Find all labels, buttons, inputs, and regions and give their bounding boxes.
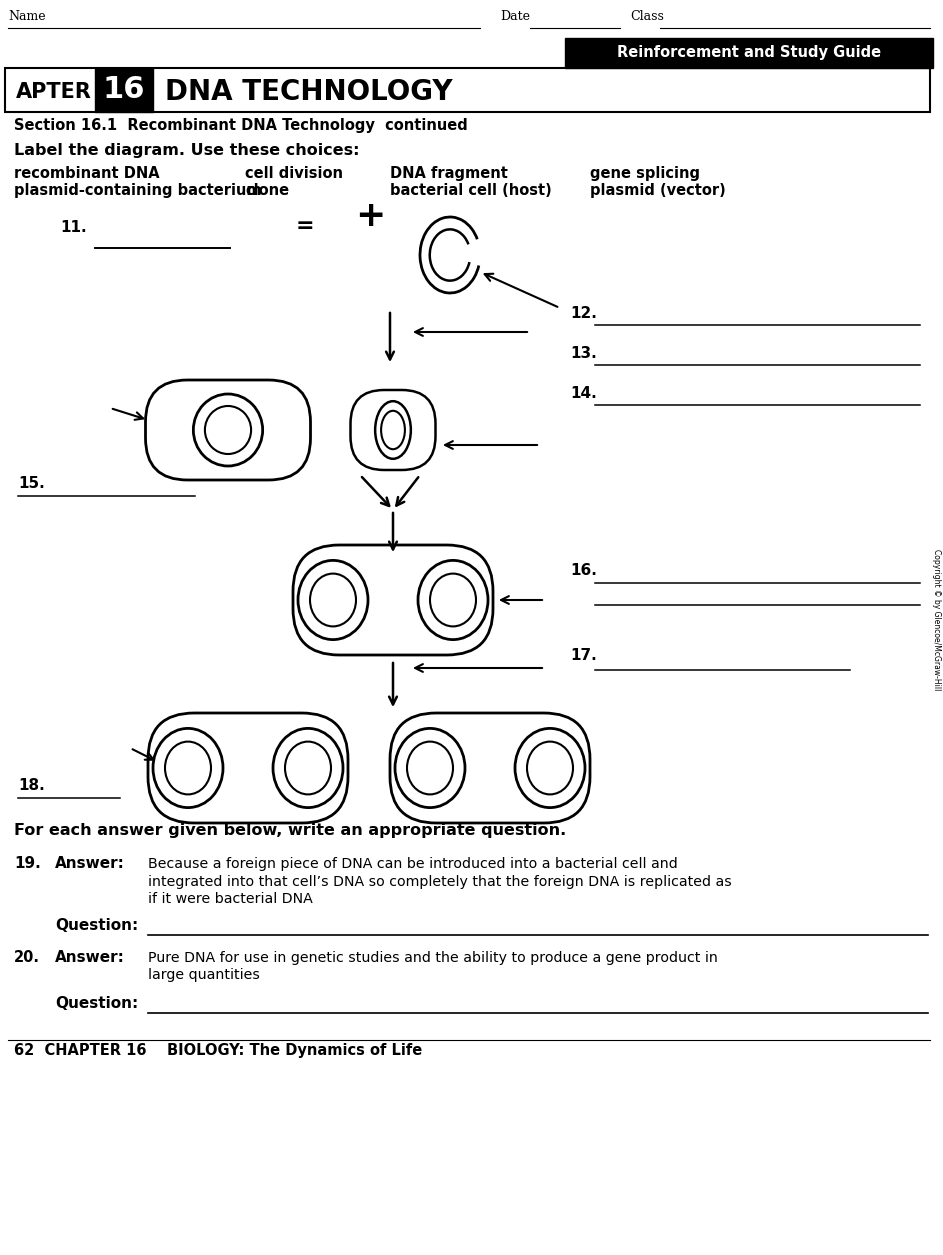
Text: Answer:: Answer: <box>55 856 124 871</box>
Ellipse shape <box>430 574 476 626</box>
Text: 62  CHAPTER 16    BIOLOGY: The Dynamics of Life: 62 CHAPTER 16 BIOLOGY: The Dynamics of L… <box>14 1043 422 1058</box>
Text: cell division: cell division <box>245 166 343 181</box>
Text: gene splicing: gene splicing <box>590 166 700 181</box>
FancyBboxPatch shape <box>148 713 348 823</box>
Ellipse shape <box>418 561 488 640</box>
Text: Section 16.1  Recombinant DNA Technology  continued: Section 16.1 Recombinant DNA Technology … <box>14 118 468 133</box>
Text: Because a foreign piece of DNA can be introduced into a bacterial cell and: Because a foreign piece of DNA can be in… <box>148 857 678 871</box>
FancyBboxPatch shape <box>390 713 590 823</box>
Ellipse shape <box>165 742 211 794</box>
Text: clone: clone <box>245 183 290 198</box>
Ellipse shape <box>153 728 223 808</box>
Text: 11.: 11. <box>60 220 87 235</box>
Text: recombinant DNA: recombinant DNA <box>14 166 159 181</box>
Ellipse shape <box>381 410 405 449</box>
FancyBboxPatch shape <box>145 380 310 479</box>
Text: 15.: 15. <box>18 476 44 491</box>
Text: plasmid (vector): plasmid (vector) <box>590 183 726 198</box>
Ellipse shape <box>205 407 251 454</box>
Text: 16: 16 <box>103 75 145 104</box>
Text: integrated into that cell’s DNA so completely that the foreign DNA is replicated: integrated into that cell’s DNA so compl… <box>148 875 732 889</box>
Text: For each answer given below, write an appropriate question.: For each answer given below, write an ap… <box>14 823 566 838</box>
Ellipse shape <box>285 742 331 794</box>
Text: Copyright © by Glencoe/McGraw-Hill: Copyright © by Glencoe/McGraw-Hill <box>932 550 940 690</box>
FancyBboxPatch shape <box>351 390 436 471</box>
Text: Pure DNA for use in genetic studies and the ability to produce a gene product in: Pure DNA for use in genetic studies and … <box>148 951 718 965</box>
Text: Label the diagram. Use these choices:: Label the diagram. Use these choices: <box>14 143 359 158</box>
Text: 14.: 14. <box>570 387 597 402</box>
FancyBboxPatch shape <box>5 68 930 112</box>
Text: Question:: Question: <box>55 996 139 1012</box>
Text: 19.: 19. <box>14 856 41 871</box>
Ellipse shape <box>515 728 585 808</box>
Ellipse shape <box>193 394 263 466</box>
Ellipse shape <box>298 561 368 640</box>
Text: 17.: 17. <box>570 648 597 663</box>
Text: Question:: Question: <box>55 917 139 932</box>
Ellipse shape <box>273 728 343 808</box>
Text: DNA fragment: DNA fragment <box>390 166 508 181</box>
Text: 18.: 18. <box>18 778 44 793</box>
Text: 16.: 16. <box>570 563 597 579</box>
Text: if it were bacterial DNA: if it were bacterial DNA <box>148 892 313 906</box>
Text: Reinforcement and Study Guide: Reinforcement and Study Guide <box>617 45 881 60</box>
Text: Name: Name <box>8 10 45 23</box>
Text: Class: Class <box>630 10 664 23</box>
Text: Date: Date <box>500 10 530 23</box>
Text: APTER: APTER <box>16 82 91 102</box>
FancyBboxPatch shape <box>95 68 153 112</box>
Ellipse shape <box>375 402 411 459</box>
Text: =: = <box>296 216 314 236</box>
Text: plasmid-containing bacterium: plasmid-containing bacterium <box>14 183 261 198</box>
Text: DNA TECHNOLOGY: DNA TECHNOLOGY <box>165 78 453 105</box>
Text: +: + <box>355 200 385 233</box>
Ellipse shape <box>527 742 573 794</box>
FancyBboxPatch shape <box>293 545 493 655</box>
Text: 12.: 12. <box>570 306 597 321</box>
Ellipse shape <box>395 728 465 808</box>
Text: 13.: 13. <box>570 346 597 361</box>
Text: Answer:: Answer: <box>55 950 124 965</box>
Ellipse shape <box>310 574 356 626</box>
Text: 20.: 20. <box>14 950 40 965</box>
Ellipse shape <box>407 742 453 794</box>
FancyBboxPatch shape <box>565 38 933 68</box>
Text: large quantities: large quantities <box>148 968 260 981</box>
Text: bacterial cell (host): bacterial cell (host) <box>390 183 552 198</box>
